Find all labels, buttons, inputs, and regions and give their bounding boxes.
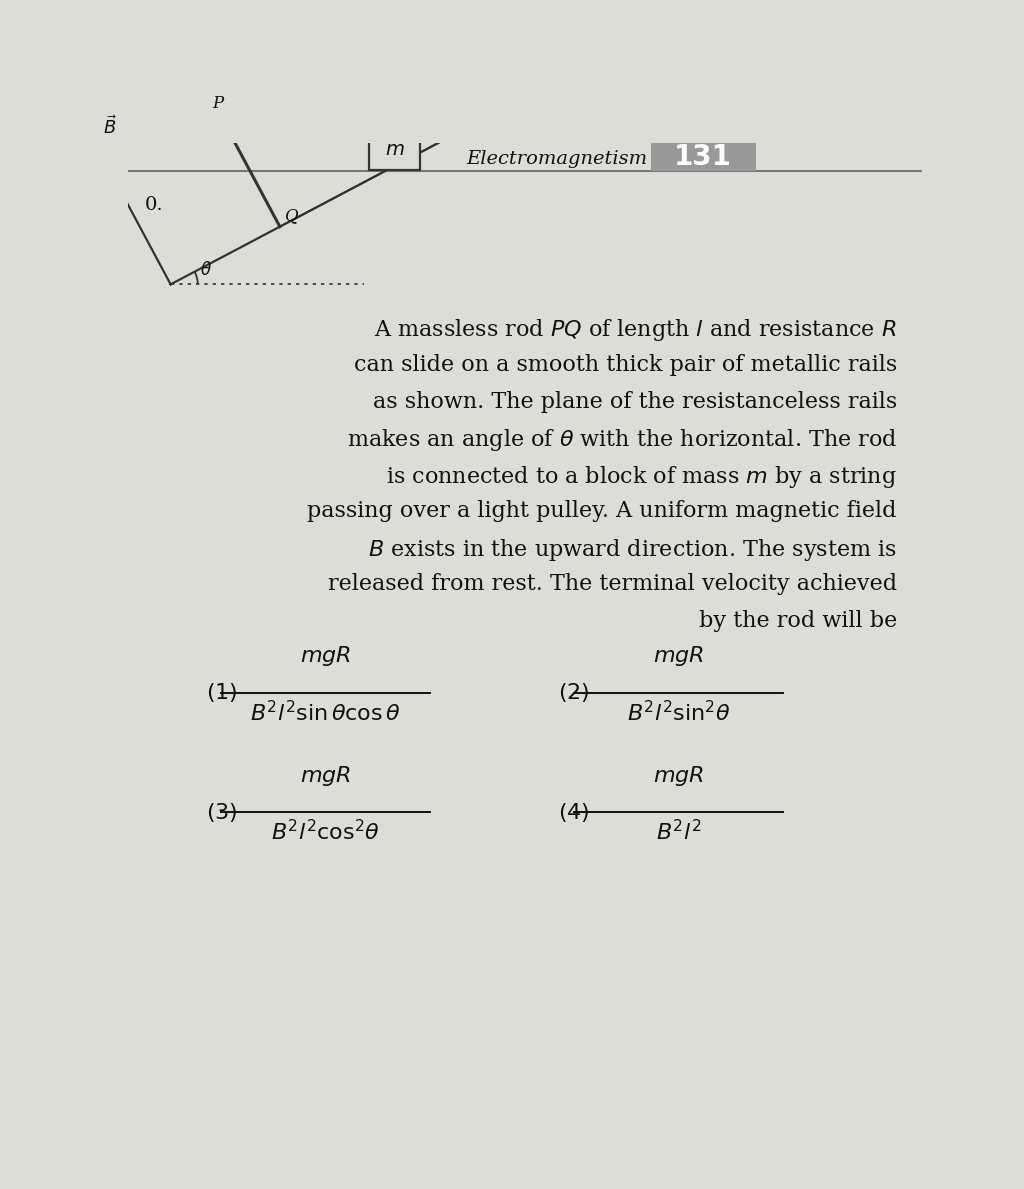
FancyBboxPatch shape (370, 130, 420, 170)
Text: A massless rod $PQ$ of length $l$ and resistance $R$: A massless rod $PQ$ of length $l$ and re… (375, 317, 897, 344)
Text: can slide on a smooth thick pair of metallic rails: can slide on a smooth thick pair of meta… (353, 354, 897, 376)
Text: as shown. The plane of the resistanceless rails: as shown. The plane of the resistanceles… (373, 391, 897, 413)
FancyBboxPatch shape (651, 143, 756, 171)
Text: $(4)$: $(4)$ (558, 800, 590, 824)
Text: 0.: 0. (145, 196, 164, 214)
Text: $B$ exists in the upward direction. The system is: $B$ exists in the upward direction. The … (368, 537, 897, 562)
Text: P: P (213, 95, 223, 112)
Text: $(2)$: $(2)$ (558, 681, 590, 704)
Text: makes an angle of $\theta$ with the horizontal. The rod: makes an angle of $\theta$ with the hori… (346, 427, 897, 453)
Text: $m$: $m$ (385, 140, 404, 159)
Text: Electromagnetism: Electromagnetism (466, 150, 647, 168)
Text: $B^2l^2\cos^2\!\theta$: $B^2l^2\cos^2\!\theta$ (271, 820, 380, 845)
Text: $mgR$: $mgR$ (652, 763, 703, 787)
Text: $mgR$: $mgR$ (300, 763, 351, 787)
Text: $(3)$: $(3)$ (206, 800, 238, 824)
Text: $mgR$: $mgR$ (300, 644, 351, 668)
Text: $(1)$: $(1)$ (206, 681, 238, 704)
Text: released from rest. The terminal velocity achieved: released from rest. The terminal velocit… (328, 573, 897, 596)
Text: $mgR$: $mgR$ (652, 644, 703, 668)
Text: $B^2l^2\sin\theta\cos\theta$: $B^2l^2\sin\theta\cos\theta$ (250, 700, 401, 725)
Text: $B^2l^2\sin^2\!\theta$: $B^2l^2\sin^2\!\theta$ (627, 700, 730, 725)
Text: $\theta$: $\theta$ (200, 260, 212, 279)
Text: is connected to a block of mass $m$ by a string: is connected to a block of mass $m$ by a… (386, 464, 897, 490)
Text: $B^2l^2$: $B^2l^2$ (655, 820, 700, 845)
Text: 131: 131 (674, 143, 732, 171)
Text: passing over a light pulley. A uniform magnetic field: passing over a light pulley. A uniform m… (307, 501, 897, 522)
Text: $\vec{B}$: $\vec{B}$ (103, 115, 118, 138)
Text: by the rod will be: by the rod will be (698, 610, 897, 633)
Text: Q: Q (286, 207, 299, 225)
